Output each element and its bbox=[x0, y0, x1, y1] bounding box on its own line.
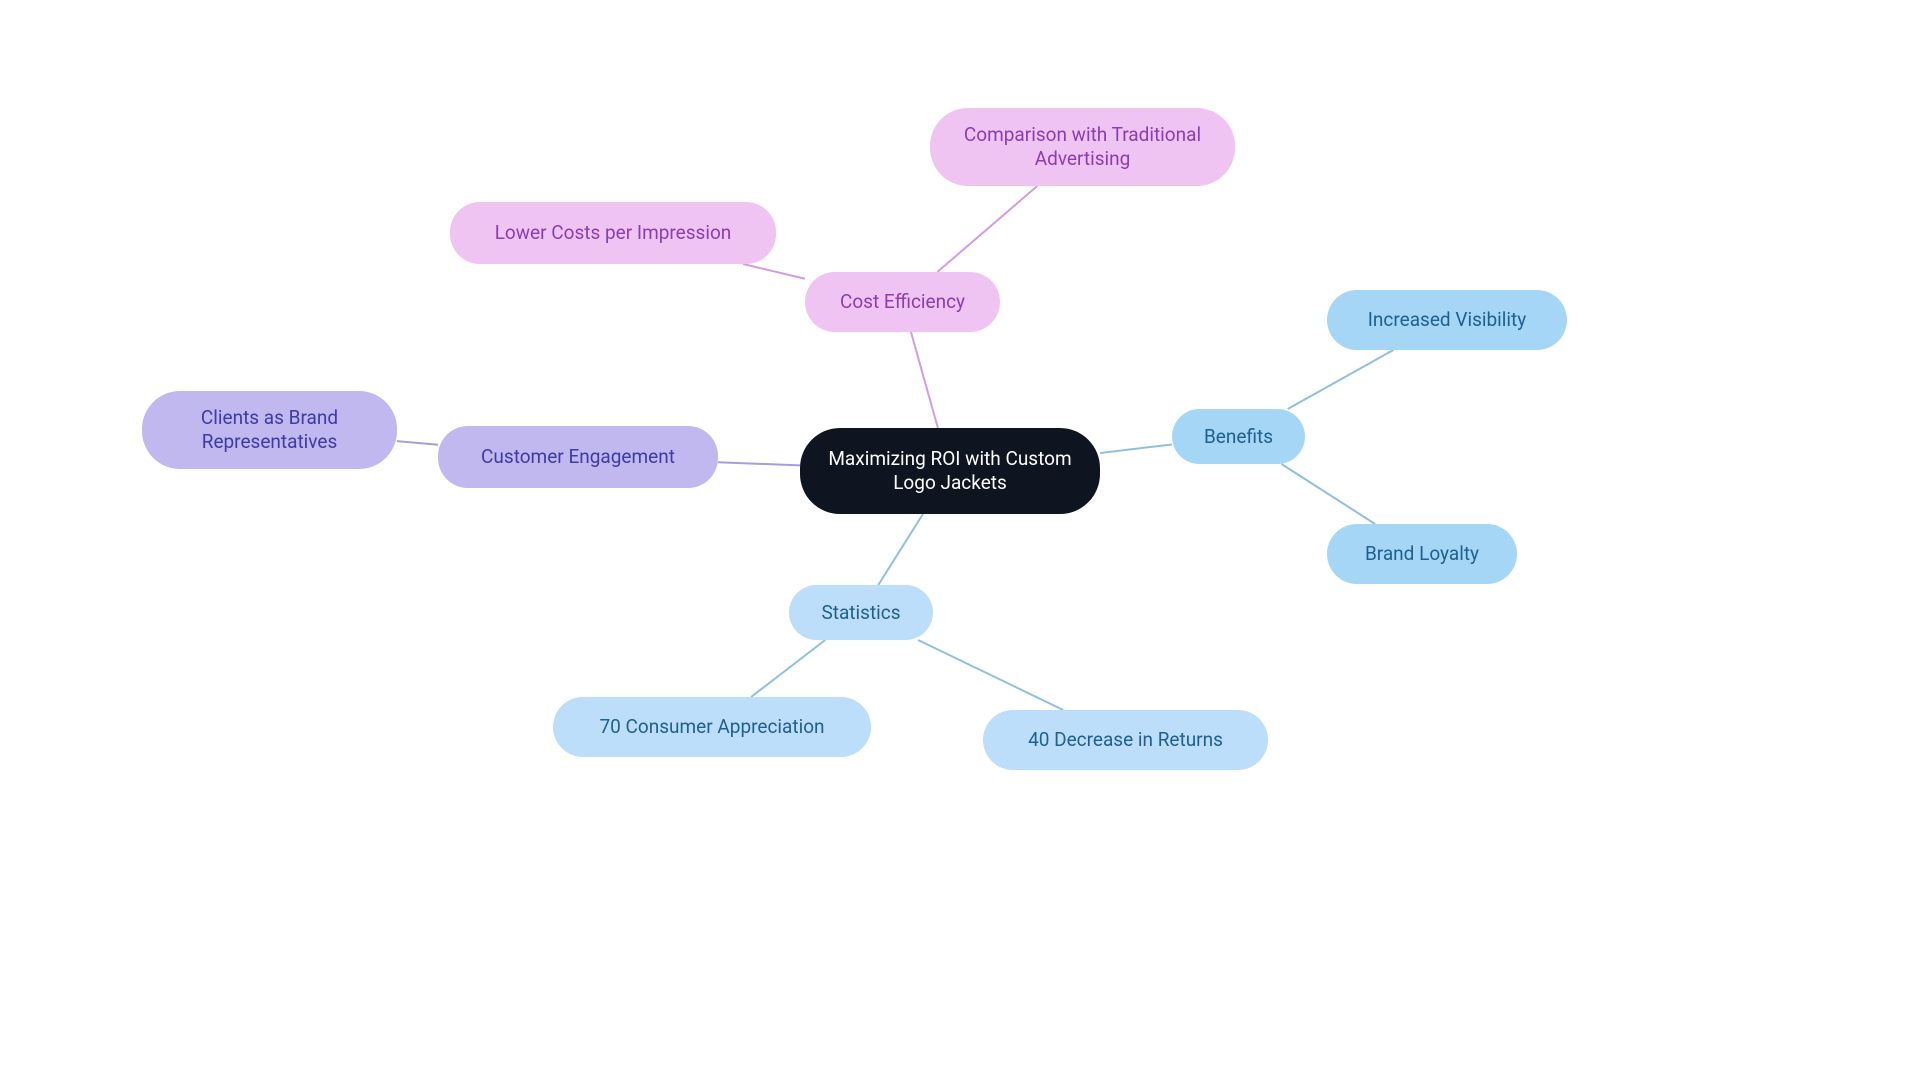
edge-benefits-increased_visibility bbox=[1288, 350, 1394, 409]
node-increased_visibility: Increased Visibility bbox=[1327, 290, 1567, 350]
node-label: Maximizing ROI with Custom Logo Jackets bbox=[824, 447, 1076, 495]
node-consumer_appreciation: 70 Consumer Appreciation bbox=[553, 697, 871, 757]
node-label: 70 Consumer Appreciation bbox=[599, 715, 824, 739]
node-lower_costs: Lower Costs per Impression bbox=[450, 202, 776, 264]
node-label: Brand Loyalty bbox=[1365, 542, 1479, 566]
node-label: Clients as Brand Representatives bbox=[166, 406, 373, 454]
node-center: Maximizing ROI with Custom Logo Jackets bbox=[800, 428, 1100, 514]
node-clients_representatives: Clients as Brand Representatives bbox=[142, 391, 397, 469]
node-label: 40 Decrease in Returns bbox=[1028, 728, 1223, 752]
edge-cost_efficiency-lower_costs bbox=[743, 264, 805, 279]
node-label: Increased Visibility bbox=[1368, 308, 1526, 332]
edge-statistics-decrease_returns bbox=[918, 640, 1063, 710]
edge-center-cost_efficiency bbox=[911, 332, 938, 428]
edge-customer_engagement-clients_representatives bbox=[397, 441, 438, 445]
edge-benefits-brand_loyalty bbox=[1281, 464, 1375, 524]
node-label: Customer Engagement bbox=[481, 445, 675, 469]
node-customer_engagement: Customer Engagement bbox=[438, 426, 718, 488]
edge-statistics-consumer_appreciation bbox=[751, 640, 825, 697]
node-statistics: Statistics bbox=[789, 585, 933, 640]
node-label: Statistics bbox=[821, 601, 900, 625]
node-decrease_returns: 40 Decrease in Returns bbox=[983, 710, 1268, 770]
node-cost_efficiency: Cost Efficiency bbox=[805, 272, 1000, 332]
edge-center-benefits bbox=[1100, 444, 1172, 453]
node-brand_loyalty: Brand Loyalty bbox=[1327, 524, 1517, 584]
edge-cost_efficiency-comparison bbox=[937, 186, 1037, 272]
node-label: Lower Costs per Impression bbox=[495, 221, 732, 245]
node-label: Comparison with Traditional Advertising bbox=[954, 123, 1211, 171]
node-label: Benefits bbox=[1204, 425, 1273, 449]
node-comparison: Comparison with Traditional Advertising bbox=[930, 108, 1235, 186]
edge-center-statistics bbox=[878, 514, 923, 585]
node-label: Cost Efficiency bbox=[840, 290, 965, 314]
node-benefits: Benefits bbox=[1172, 409, 1305, 464]
edge-center-customer_engagement bbox=[718, 462, 800, 465]
